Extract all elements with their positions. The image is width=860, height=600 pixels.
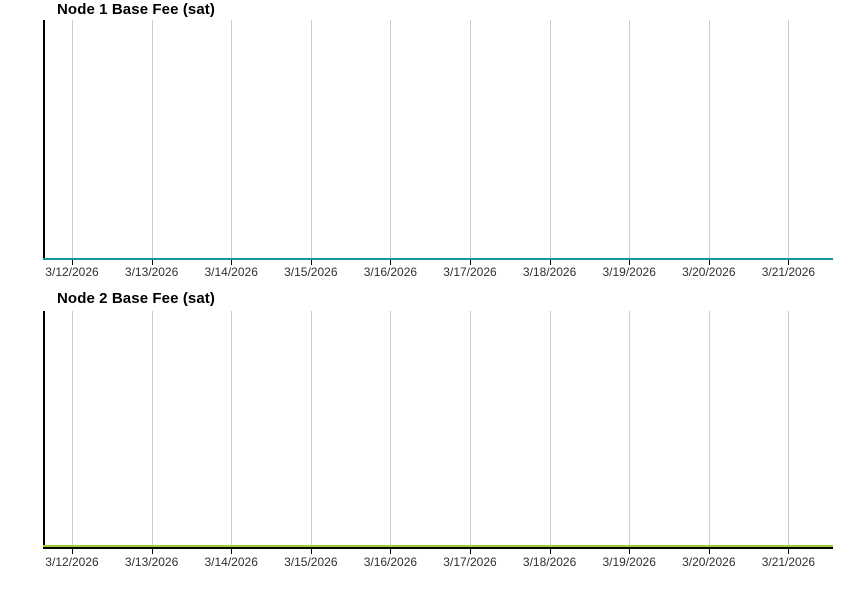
x-axis-label: 3/13/2026 (124, 265, 179, 279)
gridline (788, 20, 790, 258)
gridline (72, 20, 73, 258)
x-axis-label: 3/14/2026 (204, 555, 258, 569)
chart-1-x-axis-labels: 3/12/2026 3/13/2026 3/14/2026 3/15/2026 3/16… (45, 265, 833, 281)
gridline (629, 20, 631, 258)
x-axis-tick (549, 549, 551, 554)
x-axis-tick (788, 260, 790, 265)
x-axis-label: 3/21/2026 (761, 555, 816, 569)
x-axis-label: 3/19/2026 (602, 265, 656, 279)
x-axis-tick (72, 260, 73, 265)
x-axis-tick (629, 549, 631, 554)
x-axis-tick (231, 260, 233, 265)
x-axis-tick (708, 260, 710, 265)
chart-1-title: Node 1 Base Fee (sat) (57, 1, 215, 18)
gridline (310, 311, 312, 547)
gridline (788, 311, 790, 547)
gridline (629, 311, 631, 547)
x-axis-tick (310, 260, 312, 265)
x-axis-label: 3/15/2026 (284, 555, 338, 569)
gridline (390, 20, 392, 258)
gridline (151, 311, 153, 547)
gridline (72, 311, 73, 547)
gridline (549, 20, 551, 258)
x-axis-tick (629, 260, 631, 265)
x-axis-label: 3/17/2026 (443, 265, 497, 279)
x-axis-tick (231, 549, 233, 554)
gridline (549, 311, 551, 547)
x-axis-label: 3/12/2026 (45, 555, 99, 569)
x-axis-label: 3/20/2026 (682, 265, 736, 279)
gridline (708, 311, 710, 547)
gridline (231, 20, 233, 258)
gridline (470, 311, 471, 547)
x-axis-tick (72, 549, 73, 554)
gridline (231, 311, 233, 547)
x-axis-label: 3/18/2026 (522, 265, 577, 279)
x-axis-tick (151, 260, 153, 265)
x-axis-label: 3/20/2026 (682, 555, 736, 569)
x-axis-tick (390, 260, 392, 265)
x-axis-label: 3/18/2026 (522, 555, 577, 569)
gridline (151, 20, 153, 258)
x-axis-tick (708, 549, 710, 554)
x-axis-tick (151, 549, 153, 554)
x-axis-tick (549, 260, 551, 265)
gridline (470, 20, 471, 258)
x-axis-label: 3/19/2026 (602, 555, 656, 569)
series-line-2 (43, 545, 833, 547)
x-axis-tick (310, 549, 312, 554)
chart-2-x-axis-labels: 3/12/2026 3/13/2026 3/14/2026 3/15/2026 3/16… (45, 555, 833, 571)
x-axis-tick (788, 549, 790, 554)
x-axis-label: 3/17/2026 (443, 555, 497, 569)
x-axis-label: 3/15/2026 (284, 265, 338, 279)
x-axis-label: 3/14/2026 (204, 265, 258, 279)
gridline (708, 20, 710, 258)
x-axis-tick (470, 549, 471, 554)
x-axis-label: 3/16/2026 (363, 555, 418, 569)
x-axis-label: 3/13/2026 (124, 555, 179, 569)
series-line-1 (43, 258, 833, 260)
gridline (310, 20, 312, 258)
x-axis-tick (470, 260, 471, 265)
x-axis-label: 3/12/2026 (45, 265, 99, 279)
chart-2-plot-area (43, 311, 833, 554)
chart-2-title: Node 2 Base Fee (sat) (57, 290, 215, 307)
chart-1-plot-area (43, 20, 833, 265)
x-axis-label: 3/16/2026 (363, 265, 418, 279)
x-axis-tick (390, 549, 392, 554)
x-axis-label: 3/21/2026 (761, 265, 816, 279)
gridline (390, 311, 392, 547)
